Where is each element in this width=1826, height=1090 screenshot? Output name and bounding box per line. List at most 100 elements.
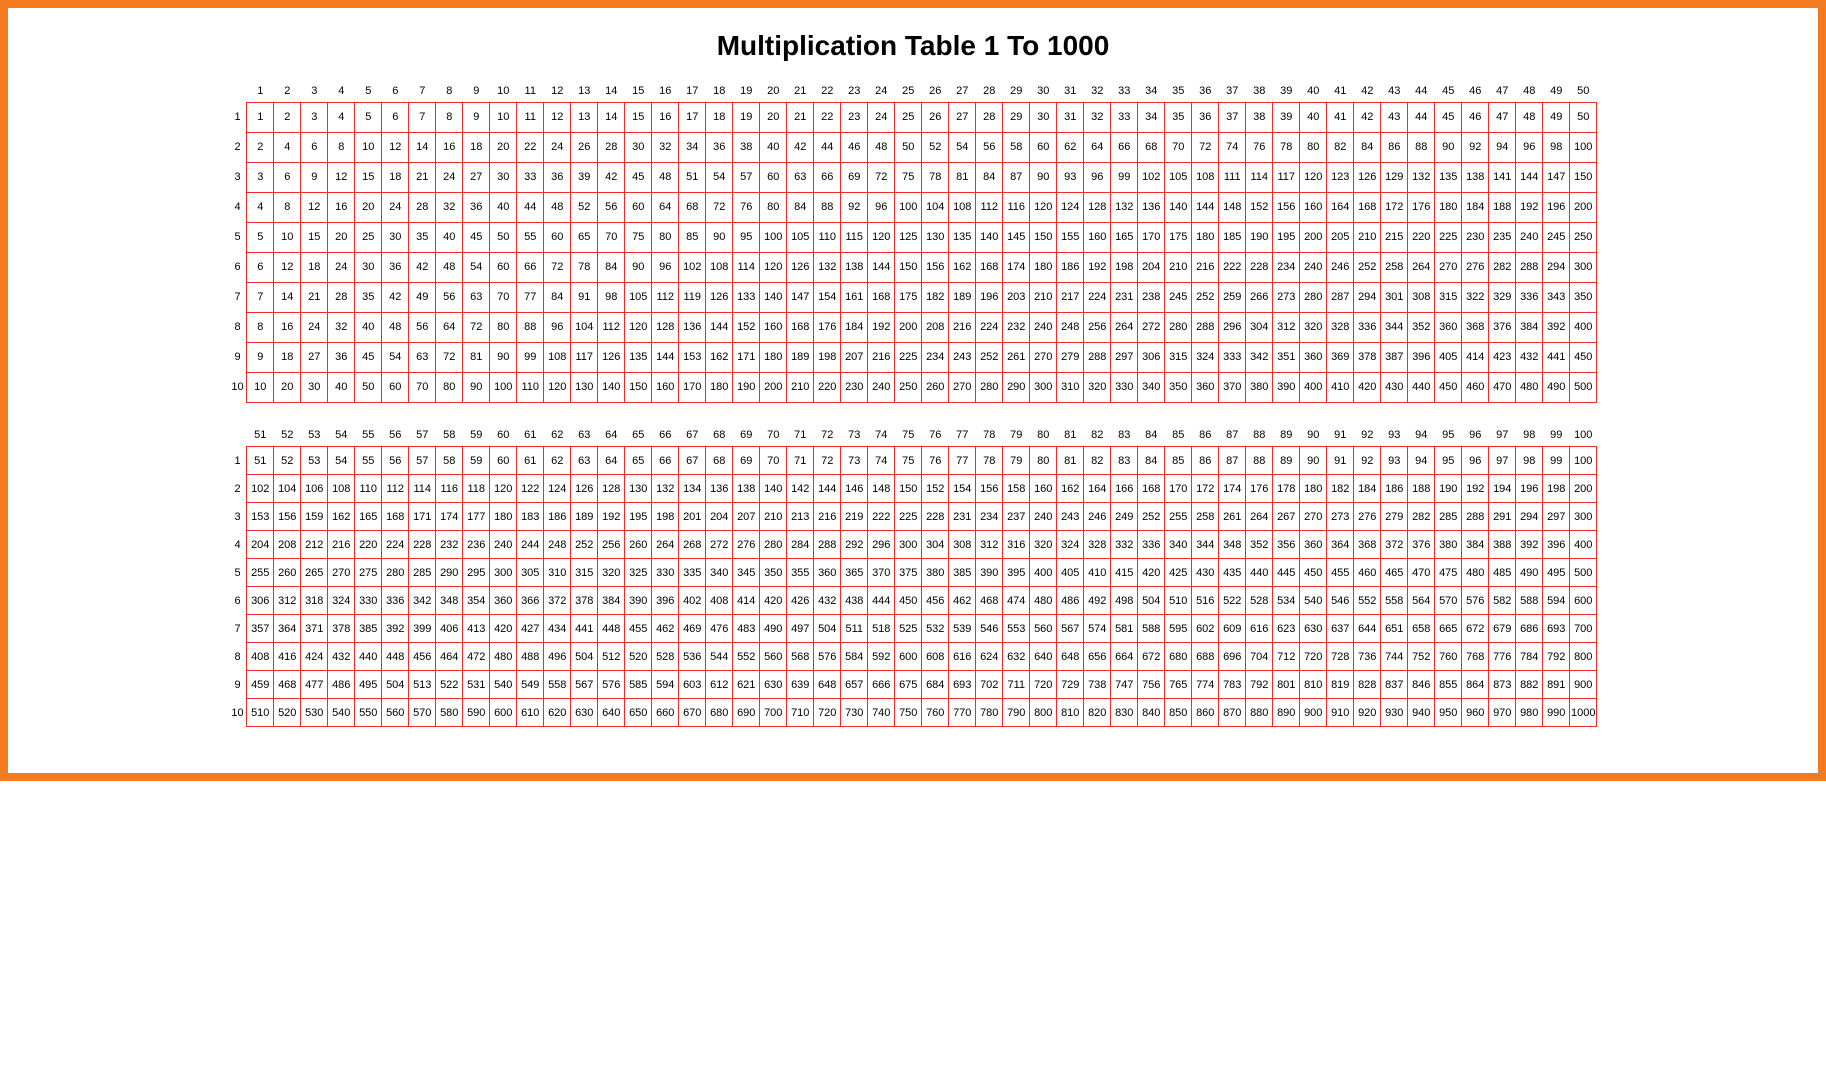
mult-cell: 522 xyxy=(436,671,463,699)
mult-cell: 14 xyxy=(409,132,436,162)
mult-cell: 784 xyxy=(1516,643,1543,671)
mult-cell: 650 xyxy=(625,699,652,727)
col-header: 100 xyxy=(1570,425,1597,447)
mult-cell: 460 xyxy=(1462,372,1489,402)
mult-cell: 310 xyxy=(1057,372,1084,402)
mult-cell: 30 xyxy=(301,372,328,402)
mult-cell: 495 xyxy=(1543,559,1570,587)
mult-cell: 272 xyxy=(706,531,733,559)
mult-cell: 84 xyxy=(976,162,1003,192)
mult-cell: 688 xyxy=(1192,643,1219,671)
row-header: 9 xyxy=(229,671,247,699)
mult-cell: 108 xyxy=(1192,162,1219,192)
mult-cell: 6 xyxy=(274,162,301,192)
mult-cell: 292 xyxy=(841,531,868,559)
mult-cell: 560 xyxy=(760,643,787,671)
mult-cell: 305 xyxy=(517,559,544,587)
mult-cell: 180 xyxy=(760,342,787,372)
mult-cell: 165 xyxy=(355,503,382,531)
mult-cell: 460 xyxy=(1354,559,1381,587)
mult-cell: 232 xyxy=(436,531,463,559)
col-header: 59 xyxy=(463,425,490,447)
mult-cell: 112 xyxy=(652,282,679,312)
mult-cell: 351 xyxy=(1273,342,1300,372)
mult-cell: 371 xyxy=(301,615,328,643)
mult-cell: 112 xyxy=(598,312,625,342)
col-header: 74 xyxy=(868,425,895,447)
row-header: 2 xyxy=(229,132,247,162)
mult-cell: 434 xyxy=(544,615,571,643)
mult-cell: 540 xyxy=(328,699,355,727)
mult-cell: 304 xyxy=(922,531,949,559)
mult-cell: 220 xyxy=(355,531,382,559)
mult-cell: 56 xyxy=(382,447,409,475)
col-header: 15 xyxy=(625,80,652,102)
mult-cell: 72 xyxy=(814,447,841,475)
mult-cell: 490 xyxy=(1543,372,1570,402)
mult-cell: 497 xyxy=(787,615,814,643)
mult-cell: 150 xyxy=(895,252,922,282)
mult-cell: 224 xyxy=(382,531,409,559)
mult-cell: 511 xyxy=(841,615,868,643)
mult-cell: 75 xyxy=(895,162,922,192)
mult-cell: 320 xyxy=(598,559,625,587)
mult-cell: 215 xyxy=(1381,222,1408,252)
mult-cell: 320 xyxy=(1300,312,1327,342)
mult-cell: 440 xyxy=(1246,559,1273,587)
mult-cell: 664 xyxy=(1111,643,1138,671)
mult-cell: 243 xyxy=(1057,503,1084,531)
mult-cell: 96 xyxy=(1084,162,1111,192)
mult-cell: 45 xyxy=(1435,102,1462,132)
mult-cell: 150 xyxy=(625,372,652,402)
mult-cell: 216 xyxy=(949,312,976,342)
mult-cell: 30 xyxy=(490,162,517,192)
mult-cell: 520 xyxy=(274,699,301,727)
mult-cell: 171 xyxy=(409,503,436,531)
mult-cell: 270 xyxy=(1435,252,1462,282)
col-header: 1 xyxy=(247,80,274,102)
mult-cell: 24 xyxy=(382,192,409,222)
mult-cell: 297 xyxy=(1111,342,1138,372)
col-header: 86 xyxy=(1192,425,1219,447)
mult-cell: 224 xyxy=(976,312,1003,342)
mult-cell: 222 xyxy=(868,503,895,531)
mult-cell: 160 xyxy=(1030,475,1057,503)
mult-cell: 192 xyxy=(1084,252,1111,282)
mult-cell: 182 xyxy=(922,282,949,312)
mult-cell: 352 xyxy=(1246,531,1273,559)
mult-cell: 624 xyxy=(976,643,1003,671)
col-header: 30 xyxy=(1030,80,1057,102)
mult-cell: 105 xyxy=(1165,162,1192,192)
mult-cell: 249 xyxy=(1111,503,1138,531)
mult-cell: 144 xyxy=(706,312,733,342)
row-header: 3 xyxy=(229,503,247,531)
mult-cell: 504 xyxy=(1138,587,1165,615)
mult-cell: 259 xyxy=(1219,282,1246,312)
row-header: 1 xyxy=(229,102,247,132)
col-header: 18 xyxy=(706,80,733,102)
mult-cell: 340 xyxy=(706,559,733,587)
mult-cell: 94 xyxy=(1489,132,1516,162)
page-title: Multiplication Table 1 To 1000 xyxy=(26,30,1800,62)
mult-cell: 82 xyxy=(1327,132,1354,162)
mult-cell: 700 xyxy=(760,699,787,727)
mult-cell: 660 xyxy=(652,699,679,727)
mult-cell: 70 xyxy=(490,282,517,312)
mult-cell: 408 xyxy=(247,643,274,671)
mult-cell: 648 xyxy=(814,671,841,699)
mult-cell: 990 xyxy=(1543,699,1570,727)
mult-cell: 63 xyxy=(409,342,436,372)
mult-cell: 288 xyxy=(1192,312,1219,342)
mult-cell: 612 xyxy=(706,671,733,699)
mult-cell: 672 xyxy=(1462,615,1489,643)
mult-cell: 357 xyxy=(247,615,274,643)
mult-table-1: 1234567891011121314151617181920212223242… xyxy=(229,80,1598,403)
mult-cell: 160 xyxy=(1084,222,1111,252)
mult-cell: 504 xyxy=(571,643,598,671)
mult-cell: 74 xyxy=(868,447,895,475)
mult-cell: 513 xyxy=(409,671,436,699)
mult-cell: 5 xyxy=(247,222,274,252)
mult-cell: 119 xyxy=(679,282,706,312)
mult-cell: 162 xyxy=(706,342,733,372)
mult-cell: 5 xyxy=(355,102,382,132)
